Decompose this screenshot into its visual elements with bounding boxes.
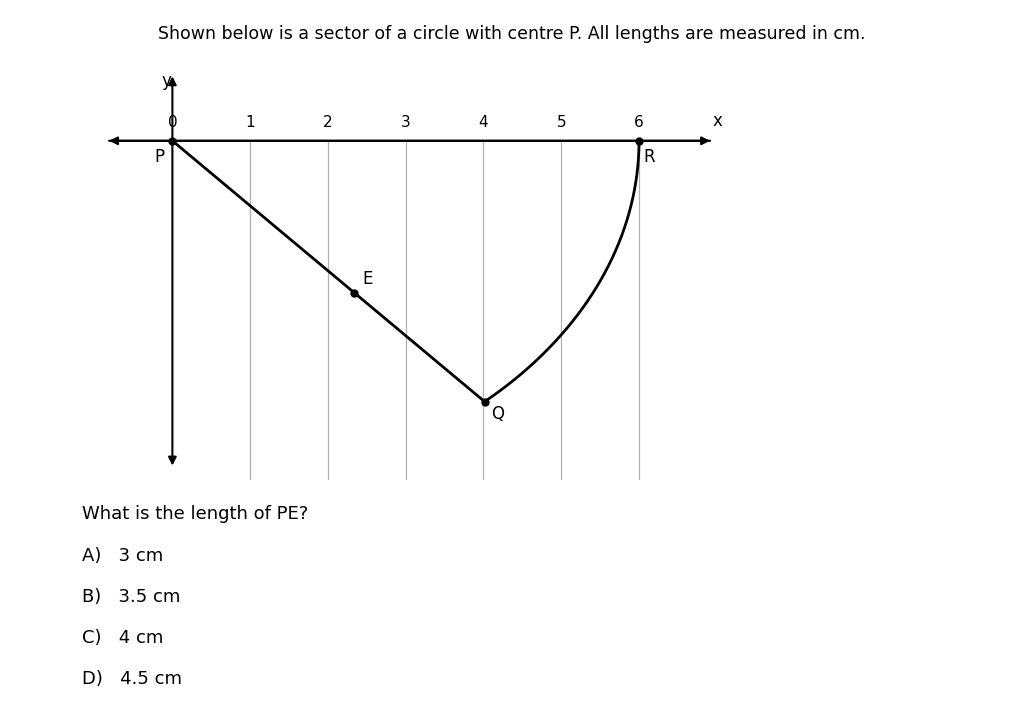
Text: E: E [362, 270, 373, 288]
Text: C)   4 cm: C) 4 cm [82, 629, 163, 647]
Text: x: x [713, 112, 723, 131]
Text: 2: 2 [324, 115, 333, 131]
Text: 1: 1 [246, 115, 255, 131]
Text: 4: 4 [478, 115, 488, 131]
Text: 6: 6 [634, 115, 644, 131]
Text: D)   4.5 cm: D) 4.5 cm [82, 670, 182, 688]
Text: Q: Q [490, 405, 504, 423]
Text: y: y [161, 72, 171, 90]
Text: A)   3 cm: A) 3 cm [82, 547, 163, 565]
Text: R: R [643, 148, 654, 166]
Text: 3: 3 [400, 115, 411, 131]
Text: What is the length of PE?: What is the length of PE? [82, 505, 308, 522]
Text: P: P [155, 148, 165, 166]
Text: Shown below is a sector of a circle with centre P. All lengths are measured in c: Shown below is a sector of a circle with… [159, 25, 865, 42]
Text: 5: 5 [556, 115, 566, 131]
Text: B)   3.5 cm: B) 3.5 cm [82, 588, 180, 606]
Text: 0: 0 [168, 115, 177, 131]
